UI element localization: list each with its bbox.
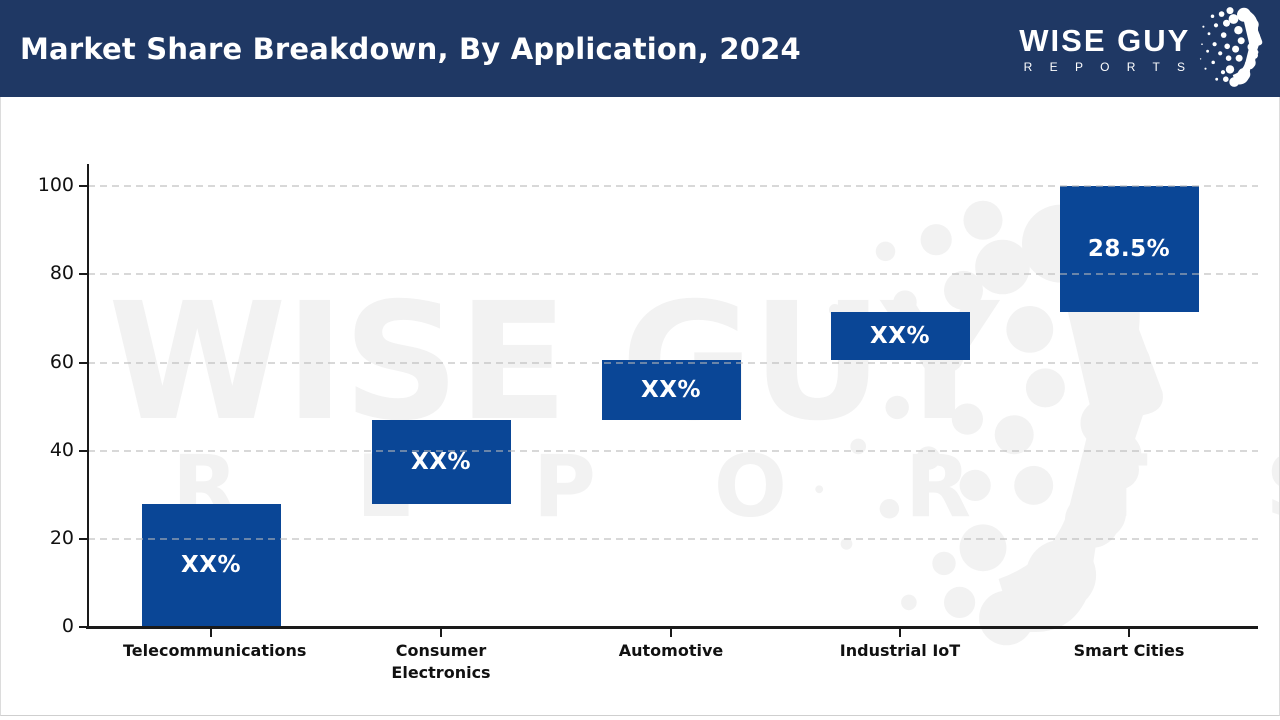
category-label-industrial-iot: Industrial IoT — [839, 641, 961, 660]
gridline-40 — [88, 449, 1258, 452]
y-axis-spine — [87, 164, 89, 628]
y-tick-0 — [79, 626, 87, 628]
wiseguy-logo-text: WISE GUY R E P O R T S — [1018, 25, 1192, 73]
bar-automotive: XX% — [601, 360, 741, 420]
bar-value-label: XX% — [410, 448, 471, 475]
wiseguy-logo: WISE GUY R E P O R T S — [1018, 5, 1280, 93]
bar-industrial-iot: XX% — [830, 311, 970, 361]
gridline-20 — [88, 537, 1258, 540]
category-label-smart-cities: Smart Cities — [1073, 641, 1185, 660]
bar-telecommunications: XX% — [141, 503, 281, 627]
x-tick-3 — [670, 629, 672, 637]
y-tick-label-0: 0 — [61, 615, 74, 637]
bar-smart-cities: 28.5% — [1059, 186, 1199, 312]
x-axis-spine — [86, 626, 1258, 629]
y-tick-label-60: 60 — [49, 350, 74, 373]
y-tick-60 — [79, 361, 87, 364]
category-label-telecommunications: Telecommunications — [123, 641, 307, 660]
header-band: Market Share Breakdown, By Application, … — [0, 0, 1280, 97]
wiseguy-face-logo-icon — [1194, 5, 1266, 93]
y-tick-label-20: 20 — [49, 526, 74, 549]
page-title: Market Share Breakdown, By Application, … — [20, 31, 801, 66]
category-label-consumer-electronics: Consumer Electronics — [391, 641, 491, 682]
logo-wordmark: WISE GUY — [1019, 22, 1191, 58]
x-tick-2 — [440, 629, 442, 637]
gridline-100 — [88, 185, 1258, 188]
bar-value-label: XX% — [180, 552, 241, 579]
gridline-80 — [88, 273, 1258, 276]
bar-value-label: 28.5% — [1087, 236, 1171, 262]
x-tick-5 — [1128, 629, 1130, 637]
bar-value-label: XX% — [869, 323, 930, 350]
bar-value-label: XX% — [640, 377, 701, 404]
logo-subtitle: R E P O R T S — [1023, 59, 1192, 74]
y-tick-100 — [79, 185, 87, 188]
x-tick-1 — [210, 629, 212, 637]
x-tick-4 — [899, 629, 901, 637]
y-tick-80 — [79, 273, 87, 276]
y-tick-label-40: 40 — [49, 438, 74, 461]
bar-consumer-electronics: XX% — [371, 419, 511, 504]
category-label-automotive: Automotive — [618, 641, 724, 660]
y-tick-20 — [79, 537, 87, 540]
y-tick-label-80: 80 — [49, 262, 74, 285]
gridline-60 — [88, 361, 1258, 364]
y-tick-40 — [79, 449, 87, 452]
y-tick-label-100: 100 — [37, 174, 74, 197]
